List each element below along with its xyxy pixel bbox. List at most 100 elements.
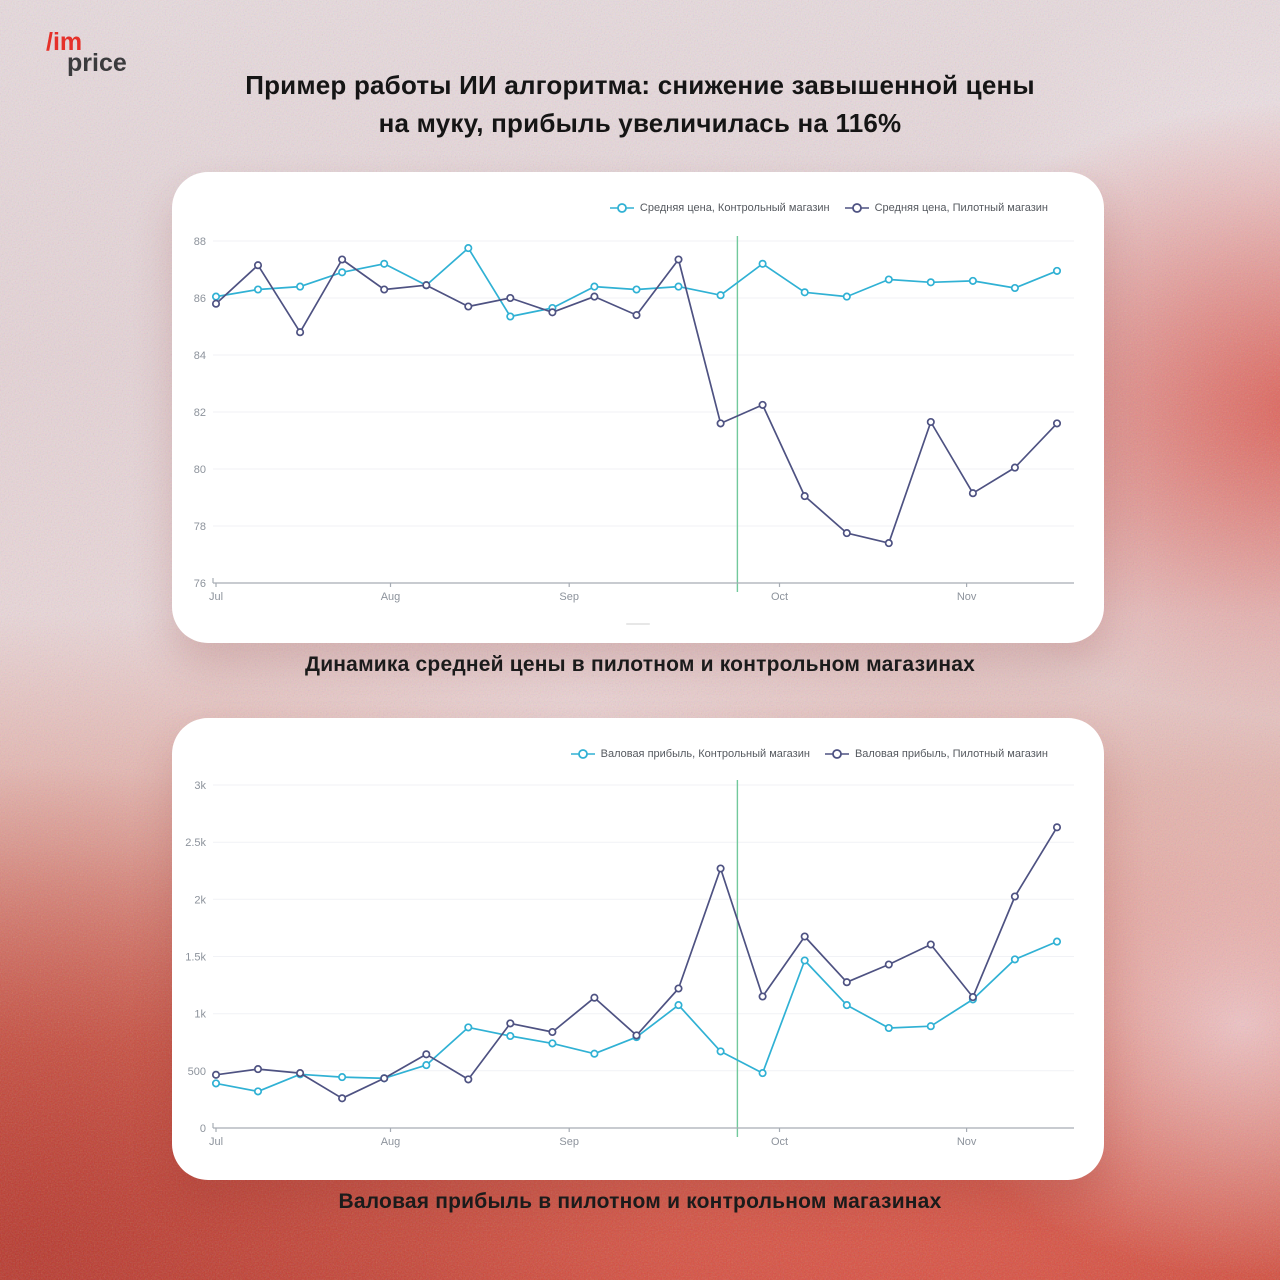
page-title: Пример работы ИИ алгоритма: снижение зав… [0, 66, 1280, 142]
avg-price-chart: Jul Aug Sep Oct Nov 76 78 80 82 84 86 88 [194, 236, 1074, 603]
watermark-dash [626, 623, 650, 625]
data-point [674, 984, 683, 993]
data-point [211, 299, 221, 308]
data-point [1010, 955, 1019, 964]
data-point [380, 1074, 389, 1083]
gross-profit-chart: Jul Aug Sep Oct Nov 0 500 1k 1.5k 2k 2.5k 3k [185, 780, 1074, 1148]
y-tick-label: 76 [194, 578, 206, 590]
data-point [632, 285, 641, 294]
data-point [338, 1073, 347, 1082]
legend-item[interactable]: Валовая прибыль, Пилотный магазин [824, 748, 1048, 760]
data-point [1052, 419, 1062, 428]
x-tick-label: Jul [209, 1136, 223, 1148]
data-point [716, 1047, 725, 1056]
data-point [758, 992, 767, 1001]
data-point [338, 1094, 347, 1103]
data-point [211, 1070, 221, 1079]
data-point [800, 492, 809, 501]
data-point [716, 419, 725, 428]
legend-marker-icon [844, 203, 869, 213]
legend-item[interactable]: Валовая прибыль, Контрольный магазин [570, 748, 810, 760]
y-tick-label: 2k [194, 894, 206, 906]
data-point [253, 261, 263, 270]
data-point [338, 268, 347, 277]
data-point [758, 259, 767, 268]
data-point [1052, 266, 1062, 275]
data-point [590, 292, 599, 301]
data-point [296, 328, 305, 337]
y-tick-label: 2.5k [185, 837, 206, 849]
y-tick-label: 1.5k [185, 952, 206, 964]
series-line [215, 258, 1058, 544]
legend-item[interactable]: Средняя цена, Контрольный магазин [609, 202, 830, 214]
y-tick-label: 500 [188, 1066, 206, 1078]
data-point [548, 1027, 557, 1037]
data-point [632, 311, 641, 320]
data-point [506, 1019, 515, 1028]
x-tick-label: Nov [957, 591, 977, 603]
data-point [926, 278, 935, 287]
data-point [296, 282, 305, 291]
data-point [338, 255, 347, 264]
x-tick-label: Aug [381, 591, 401, 603]
data-point [968, 489, 977, 498]
legend-item[interactable]: Средняя цена, Пилотный магазин [844, 202, 1048, 214]
data-point [380, 285, 389, 294]
data-point [464, 1023, 473, 1032]
y-tick-label: 80 [194, 464, 206, 476]
data-point [800, 932, 809, 941]
data-point [758, 1069, 767, 1078]
data-point [211, 292, 221, 301]
y-tick-label: 82 [194, 407, 206, 419]
data-point [548, 1039, 557, 1048]
data-point [464, 1075, 473, 1084]
data-point [422, 1050, 431, 1059]
y-tick-label: 86 [194, 293, 206, 305]
data-point [716, 864, 725, 873]
data-point [253, 285, 263, 294]
data-point [1052, 823, 1062, 832]
data-point [884, 1023, 893, 1033]
data-point [211, 1079, 221, 1088]
legend-label: Валовая прибыль, Контрольный магазин [600, 748, 810, 760]
data-point [296, 1069, 305, 1078]
data-point [842, 292, 851, 301]
data-point [590, 1049, 599, 1058]
data-point [1010, 283, 1019, 293]
avg-price-chart-caption: Динамика средней цены в пилотном и контр… [305, 653, 975, 676]
data-point [1010, 892, 1019, 901]
data-point [674, 282, 683, 291]
page-title-line-2: на муку, прибыль увеличилась на 116% [378, 108, 902, 138]
x-tick-label: Jul [209, 591, 223, 603]
y-tick-label: 78 [194, 521, 206, 533]
x-tick-label: Aug [381, 1136, 401, 1148]
data-point [422, 281, 431, 290]
data-point [590, 993, 599, 1002]
data-point [506, 312, 515, 321]
data-point [842, 1001, 851, 1010]
x-tick-label: Sep [559, 591, 579, 603]
data-point [968, 276, 977, 285]
page-title-line-1: Пример работы ИИ алгоритма: снижение зав… [245, 70, 1035, 100]
data-point [422, 1061, 431, 1070]
y-tick-label: 1k [194, 1009, 206, 1021]
data-point [674, 1001, 683, 1010]
legend-label: Средняя цена, Контрольный магазин [639, 202, 830, 214]
x-tick-label: Oct [771, 1136, 788, 1148]
data-point [884, 960, 893, 969]
data-point [253, 1065, 263, 1074]
legend-label: Средняя цена, Пилотный магазин [874, 202, 1048, 214]
legend-marker-icon [609, 203, 634, 213]
series-line [215, 826, 1058, 1100]
legend-marker-icon [570, 749, 595, 759]
y-tick-label: 0 [200, 1123, 206, 1135]
data-point [884, 539, 893, 548]
gross-profit-chart-caption: Валовая прибыль в пилотном и контрольном… [338, 1190, 942, 1213]
data-point [842, 529, 851, 538]
data-point [506, 293, 515, 303]
data-point [800, 956, 809, 965]
x-tick-label: Nov [957, 1136, 977, 1148]
avg-price-chart-legend: Средняя цена, Контрольный магазин Средняя… [609, 202, 1048, 214]
data-point [758, 400, 767, 409]
data-point [926, 940, 935, 949]
